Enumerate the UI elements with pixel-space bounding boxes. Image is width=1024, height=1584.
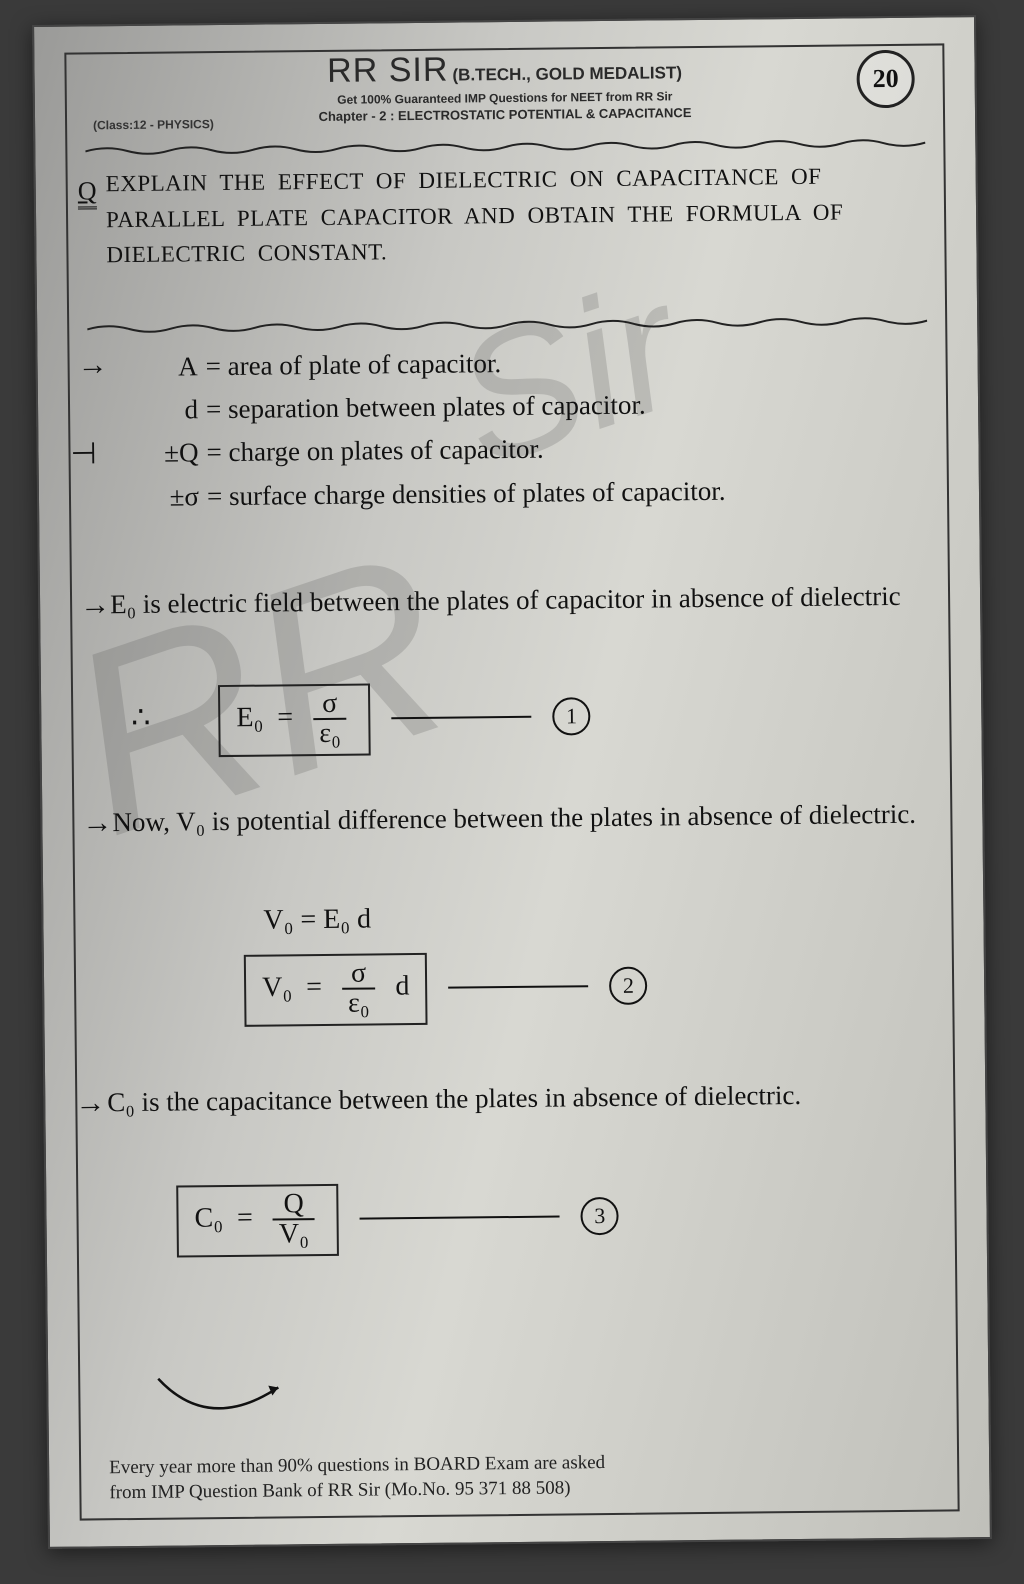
eq-lhs: E₀ (236, 702, 263, 733)
equals-sign: = (206, 431, 228, 474)
boxed-equation: E₀ = σ ε₀ (218, 683, 371, 757)
numerator: Q (272, 1190, 314, 1220)
equals-sign: = (205, 345, 227, 388)
page-number-circle: 20 (856, 50, 915, 109)
dash-line (392, 716, 532, 719)
arrow-icon: → (82, 806, 112, 840)
curve-arrow-icon (148, 1372, 289, 1423)
denominator: V₀ (273, 1220, 315, 1248)
eq-lhs: C₀ (194, 1202, 223, 1233)
definition-row: ±σ=surface charge densities of plates of… (109, 467, 919, 519)
equation-tag: 2 (609, 967, 647, 1005)
page-footer: Every year more than 90% questions in BO… (109, 1446, 929, 1506)
definition-symbol: d (108, 388, 206, 432)
fraction: σ ε₀ (307, 690, 353, 748)
dash-line (360, 1216, 560, 1220)
equation-1: ∴ E₀ = σ ε₀ 1 (131, 678, 922, 758)
definition-text: charge on plates of capacitor. (228, 428, 544, 474)
definition-symbol: A (107, 345, 205, 389)
eq-tail: d (395, 971, 409, 1002)
definition-symbol: ±σ (109, 475, 207, 519)
page-header: RR SIR (B.TECH., GOLD MEDALIST) Get 100%… (94, 46, 915, 127)
denominator: ε₀ (313, 720, 347, 748)
definition-text: separation between plates of capacitor. (228, 384, 646, 432)
definitions-block: A=area of plate of capacitor.d=separatio… (107, 338, 919, 519)
question-text: Explain the effect of dielectric on capa… (106, 158, 917, 273)
fraction: Q V₀ (266, 1190, 321, 1249)
paragraph-e0: E₀ is electric field between the plates … (110, 576, 920, 626)
definition-text: surface charge densities of plates of ca… (229, 469, 726, 517)
definition-text: area of plate of capacitor. (227, 342, 501, 388)
footer-line-1: Every year more than 90% questions in BO… (109, 1452, 605, 1478)
brand-subtitle: (B.TECH., GOLD MEDALIST) (452, 63, 682, 84)
dash-line (448, 985, 588, 988)
definition-symbol: ±Q (108, 432, 206, 476)
equals-sign: = (207, 475, 229, 518)
fraction: σ ε₀ (336, 959, 382, 1017)
equation-tag: 3 (581, 1197, 619, 1235)
arrow-icon: → (80, 588, 110, 622)
brand-title: RR SIR (327, 51, 449, 90)
footer-line-2: from IMP Question Bank of RR Sir (Mo.No.… (109, 1478, 570, 1504)
paragraph-c0: C₀ is the capacitance between the plates… (107, 1074, 925, 1124)
notebook-page: RR Sir RR SIR (B.TECH., GOLD MEDALIST) G… (32, 15, 992, 1549)
numerator: σ (342, 959, 376, 989)
boxed-equation: V₀ = σ ε₀ d (244, 953, 428, 1027)
equation-3: C₀ = Q V₀ 3 (136, 1178, 927, 1258)
question-label: Q (78, 176, 97, 209)
class-label: (Class:12 - PHYSICS) (93, 117, 214, 132)
equation-2: V₀ = σ ε₀ d 2 (204, 948, 925, 1028)
eq-lhs: V₀ (262, 972, 292, 1003)
numerator: σ (313, 690, 347, 720)
equation-tag: 1 (552, 697, 590, 735)
boxed-equation: C₀ = Q V₀ (176, 1184, 339, 1258)
therefore-symbol: ∴ (131, 701, 150, 734)
margin-mark: ⊣ (70, 436, 97, 471)
arrow-icon: → (75, 1086, 105, 1120)
equals-sign: = (206, 388, 228, 431)
arrow-icon: → (77, 348, 107, 382)
paragraph-v0: Now, V₀ is potential difference between … (112, 794, 922, 844)
denominator: ε₀ (342, 989, 376, 1017)
